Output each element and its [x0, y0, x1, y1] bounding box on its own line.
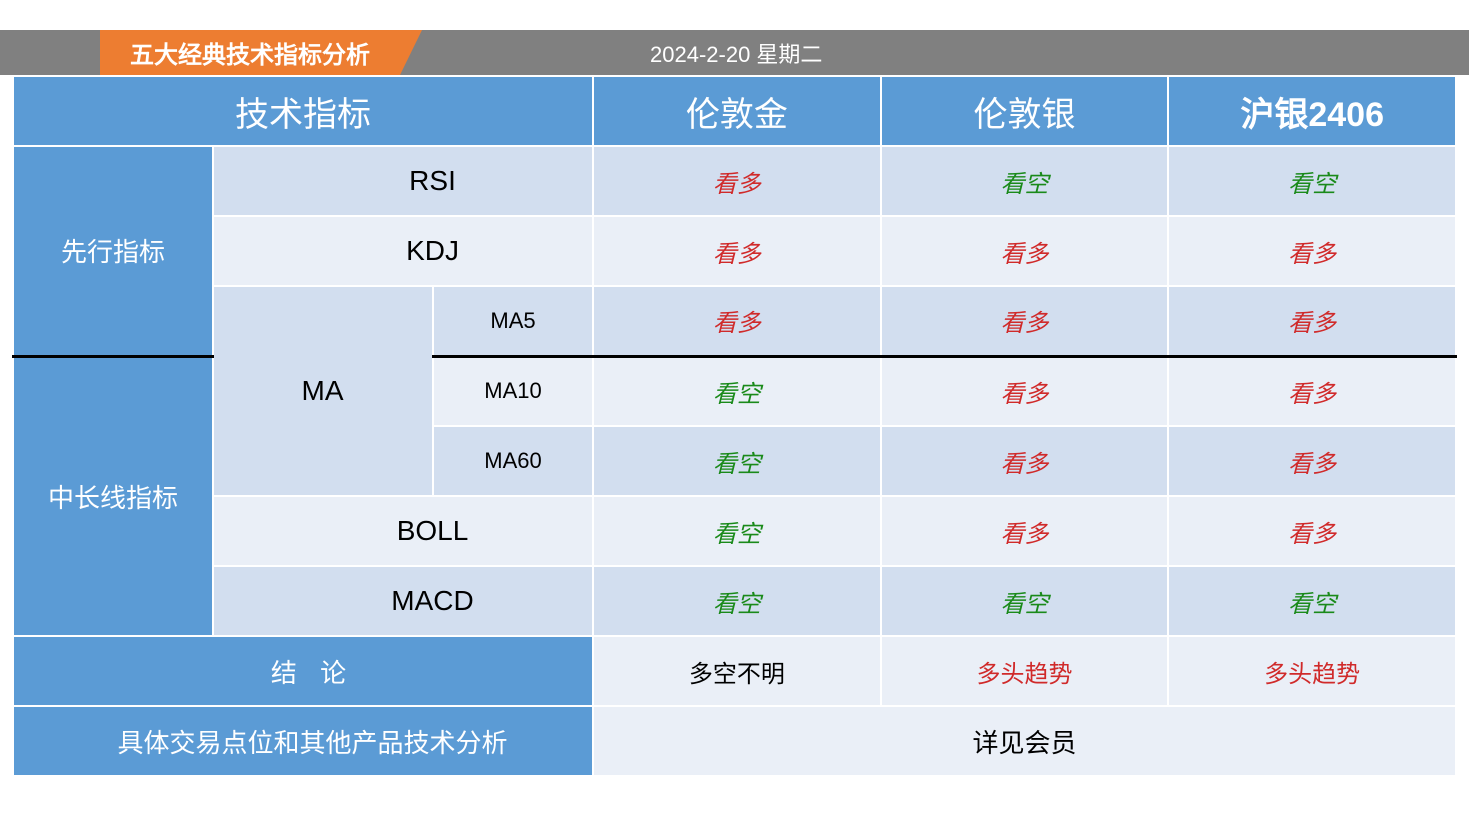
footer-label: 具体交易点位和其他产品技术分析 — [13, 706, 593, 776]
group-midlong: 中长线指标 — [13, 356, 213, 636]
ma5-silver: 看多 — [881, 286, 1169, 356]
row-boll: BOLL 看空 看多 看多 — [13, 496, 1456, 566]
conclusion-label: 结 论 — [13, 636, 593, 706]
ma5-ag2406: 看多 — [1168, 286, 1456, 356]
ind-ma5: MA5 — [433, 286, 593, 356]
kdj-silver: 看多 — [881, 216, 1169, 286]
row-footer: 具体交易点位和其他产品技术分析 详见会员 — [13, 706, 1456, 776]
top-bar: 五大经典技术指标分析 2024-2-20 星期二 — [0, 30, 1469, 75]
topbar-left-gap — [0, 30, 100, 75]
kdj-ag2406: 看多 — [1168, 216, 1456, 286]
title-tab: 五大经典技术指标分析 — [100, 30, 400, 75]
ma10-silver: 看多 — [881, 356, 1169, 426]
group-leading: 先行指标 — [13, 146, 213, 356]
ma60-silver: 看多 — [881, 426, 1169, 496]
row-kdj: KDJ 看多 看多 看多 — [13, 216, 1456, 286]
conclusion-gold: 多空不明 — [593, 636, 881, 706]
rsi-silver: 看空 — [881, 146, 1169, 216]
ind-macd: MACD — [213, 566, 593, 636]
page-wrapper: 五大经典技术指标分析 2024-2-20 星期二 技术指标 伦敦金 伦敦银 沪银… — [0, 0, 1469, 829]
row-macd: MACD 看空 看空 看空 — [13, 566, 1456, 636]
row-rsi: 先行指标 RSI 看多 看空 看空 — [13, 146, 1456, 216]
col-london-silver: 伦敦银 — [881, 76, 1169, 146]
ind-ma10: MA10 — [433, 356, 593, 426]
boll-gold: 看空 — [593, 496, 881, 566]
kdj-gold: 看多 — [593, 216, 881, 286]
row-conclusion: 结 论 多空不明 多头趋势 多头趋势 — [13, 636, 1456, 706]
ma5-gold: 看多 — [593, 286, 881, 356]
ind-ma60: MA60 — [433, 426, 593, 496]
macd-silver: 看空 — [881, 566, 1169, 636]
boll-ag2406: 看多 — [1168, 496, 1456, 566]
macd-ag2406: 看空 — [1168, 566, 1456, 636]
macd-gold: 看空 — [593, 566, 881, 636]
col-ag2406: 沪银2406 — [1168, 76, 1456, 146]
footer-value: 详见会员 — [593, 706, 1456, 776]
ind-boll: BOLL — [213, 496, 593, 566]
ma60-ag2406: 看多 — [1168, 426, 1456, 496]
indicator-table: 技术指标 伦敦金 伦敦银 沪银2406 先行指标 RSI 看多 看空 看空 KD… — [12, 75, 1457, 777]
conclusion-ag2406: 多头趋势 — [1168, 636, 1456, 706]
col-indicator: 技术指标 — [13, 76, 593, 146]
ind-rsi: RSI — [213, 146, 593, 216]
rsi-ag2406: 看空 — [1168, 146, 1456, 216]
ind-kdj: KDJ — [213, 216, 593, 286]
row-ma5: MA MA5 看多 看多 看多 — [13, 286, 1456, 356]
header-row: 技术指标 伦敦金 伦敦银 沪银2406 — [13, 76, 1456, 146]
date-bar: 2024-2-20 星期二 — [400, 30, 1469, 75]
ma10-ag2406: 看多 — [1168, 356, 1456, 426]
rsi-gold: 看多 — [593, 146, 881, 216]
conclusion-silver: 多头趋势 — [881, 636, 1169, 706]
col-london-gold: 伦敦金 — [593, 76, 881, 146]
boll-silver: 看多 — [881, 496, 1169, 566]
ma60-gold: 看空 — [593, 426, 881, 496]
ind-ma: MA — [213, 286, 433, 496]
ma10-gold: 看空 — [593, 356, 881, 426]
